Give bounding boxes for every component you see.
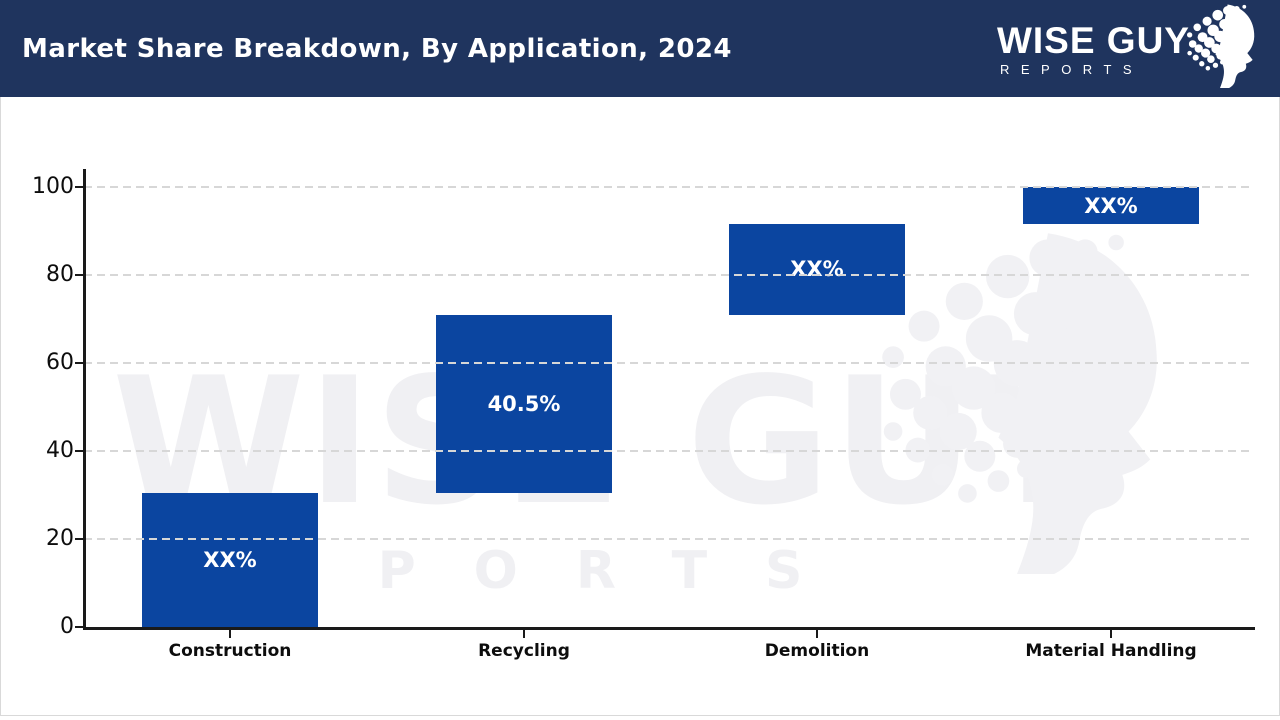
y-tick-mark — [75, 186, 83, 188]
y-tick-label: 40 — [46, 438, 74, 463]
y-tick-mark — [75, 362, 83, 364]
y-tick-label: 100 — [32, 174, 74, 199]
brand-name: WISE GUY — [996, 19, 1190, 61]
bar-value-label: XX% — [790, 257, 844, 282]
watermark-head-icon — [862, 227, 1172, 574]
x-axis-line — [83, 627, 1255, 630]
y-tick-mark — [75, 274, 83, 276]
brand-logo-text: WISE GUY REPORTS — [997, 22, 1190, 76]
bar: 40.5% — [436, 314, 612, 493]
page-title: Market Share Breakdown, By Application, … — [22, 33, 732, 64]
y-tick-mark — [75, 626, 83, 628]
x-tick-mark — [523, 630, 525, 638]
gridline — [84, 450, 1254, 452]
gridline — [84, 186, 1254, 188]
bar: XX% — [1023, 187, 1199, 225]
x-tick-label: Demolition — [764, 641, 870, 661]
bar: XX% — [142, 492, 318, 627]
x-tick-mark — [1110, 630, 1112, 638]
chart: WISE GUY REPORTS 0 20 40 60 80 100 XX% Construc… — [0, 97, 1280, 720]
gridline — [84, 362, 1254, 364]
wise-guy-head-icon — [1182, 3, 1258, 88]
gridline — [84, 274, 1254, 276]
bar-value-label: XX% — [203, 547, 257, 572]
x-tick-mark — [816, 630, 818, 638]
brand-subname: REPORTS — [999, 61, 1144, 77]
y-tick-label: 20 — [46, 526, 74, 551]
x-tick-label: Material Handling — [1025, 641, 1197, 661]
bar: XX% — [729, 224, 905, 315]
y-tick-label: 60 — [46, 350, 74, 375]
bar-value-label: 40.5% — [487, 391, 561, 416]
header: Market Share Breakdown, By Application, … — [0, 0, 1280, 97]
x-tick-label: Recycling — [478, 641, 570, 661]
y-tick-label: 80 — [46, 262, 74, 287]
x-tick-label: Construction — [168, 641, 292, 661]
gridline — [84, 538, 1254, 540]
y-tick-mark — [75, 450, 83, 452]
brand-logo: WISE GUY REPORTS — [997, 4, 1258, 88]
x-tick-mark — [229, 630, 231, 638]
bar-value-label: XX% — [1084, 193, 1138, 218]
y-tick-mark — [75, 538, 83, 540]
y-tick-label: 0 — [60, 614, 74, 639]
y-axis-line — [83, 169, 86, 630]
